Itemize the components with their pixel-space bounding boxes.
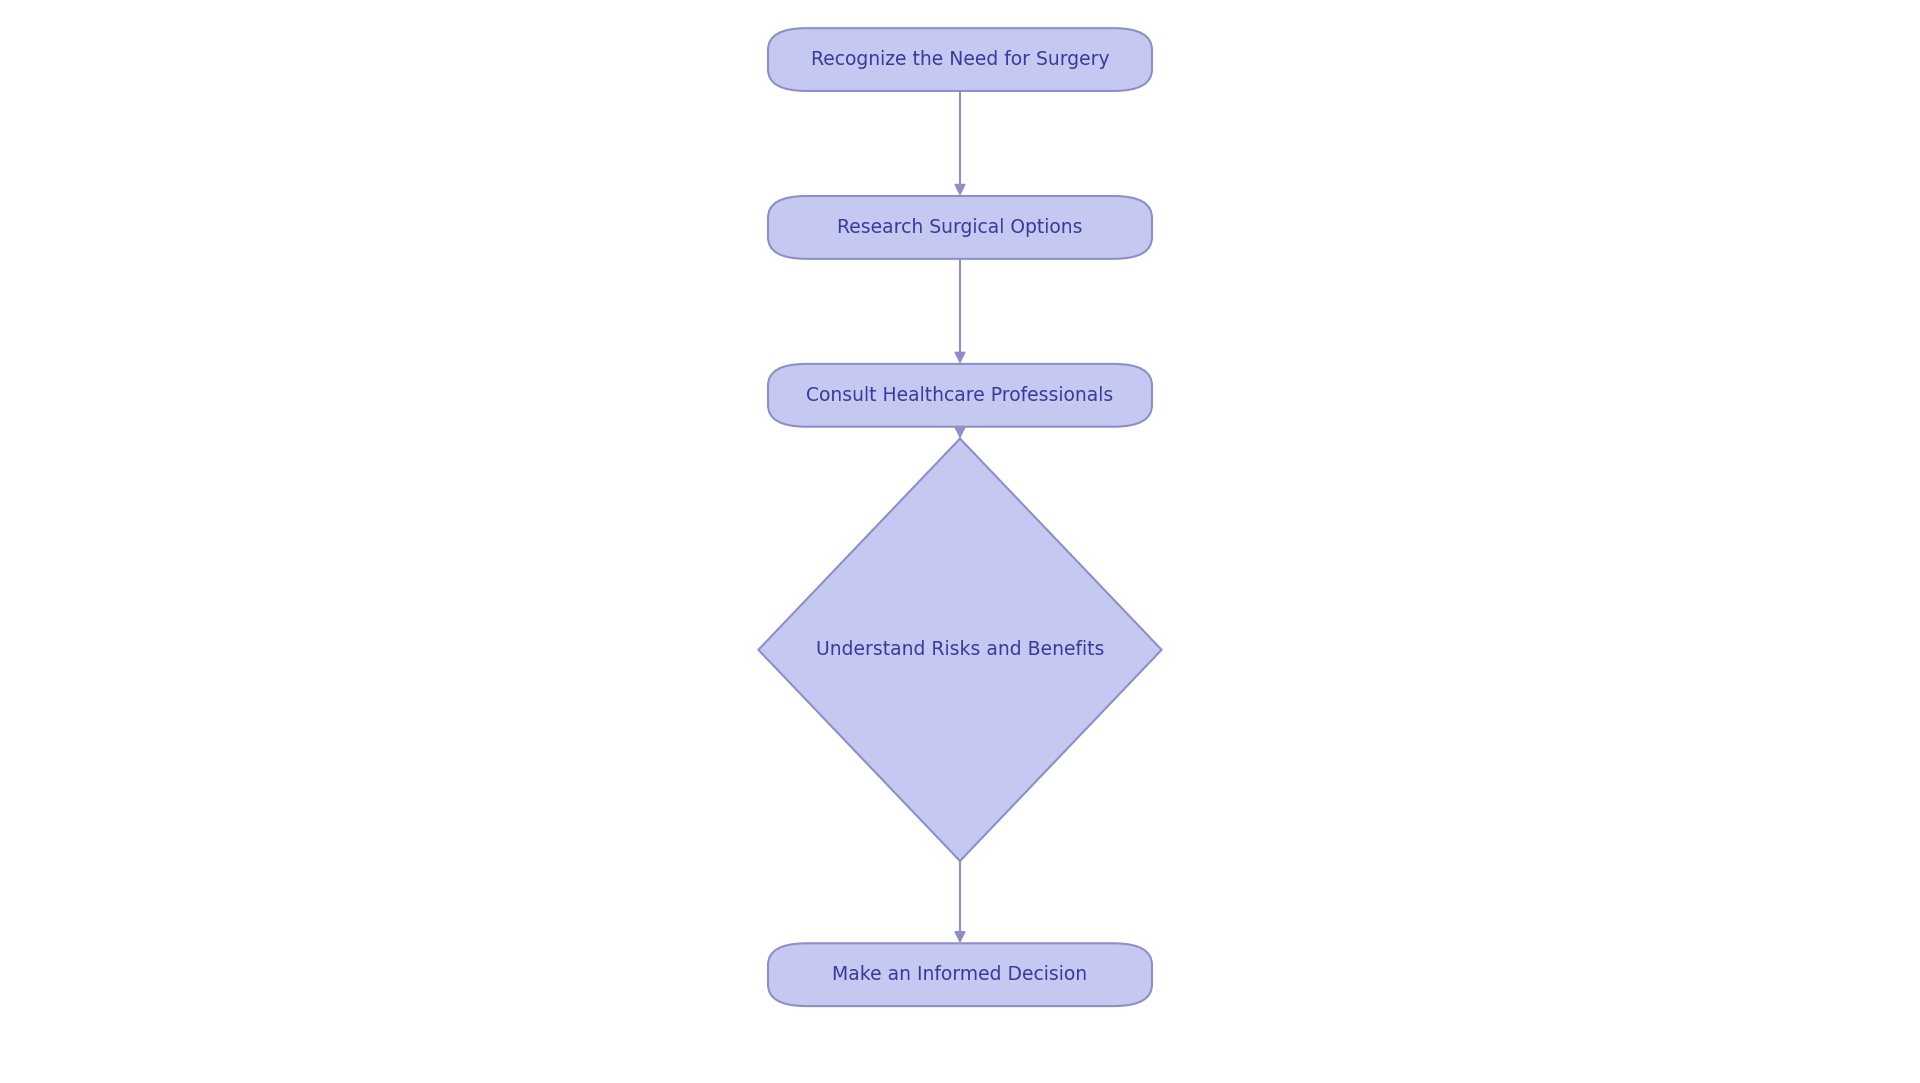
FancyBboxPatch shape [768, 364, 1152, 427]
Text: Recognize the Need for Surgery: Recognize the Need for Surgery [810, 50, 1110, 69]
Polygon shape [758, 439, 1162, 861]
Text: Research Surgical Options: Research Surgical Options [837, 218, 1083, 237]
Text: Make an Informed Decision: Make an Informed Decision [833, 965, 1087, 984]
FancyBboxPatch shape [768, 943, 1152, 1006]
Text: Understand Risks and Benefits: Understand Risks and Benefits [816, 640, 1104, 660]
FancyBboxPatch shape [768, 196, 1152, 259]
FancyBboxPatch shape [768, 28, 1152, 91]
Text: Consult Healthcare Professionals: Consult Healthcare Professionals [806, 386, 1114, 405]
